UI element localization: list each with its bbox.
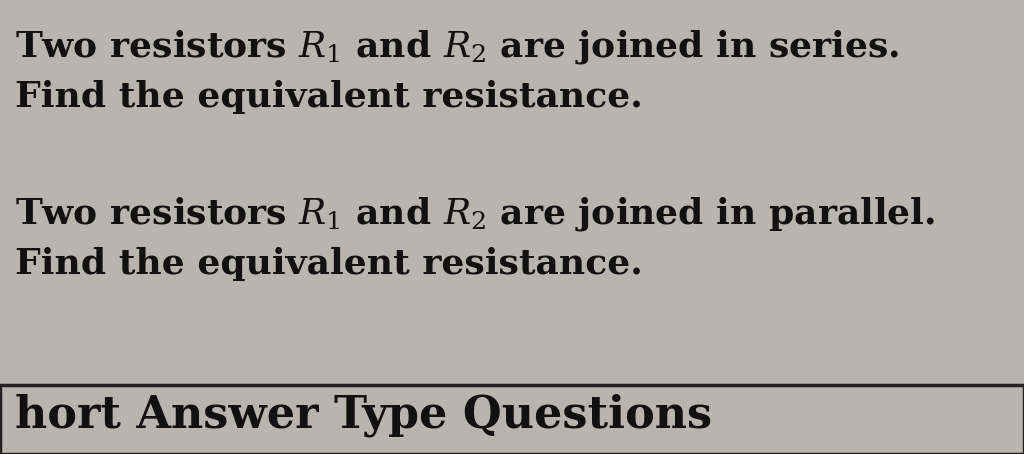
Text: hort Answer Type Questions: hort Answer Type Questions	[15, 394, 712, 437]
Text: Find the equivalent resistance.: Find the equivalent resistance.	[15, 247, 643, 281]
Text: Two resistors $R_1$ and $R_2$ are joined in parallel.: Two resistors $R_1$ and $R_2$ are joined…	[15, 195, 935, 233]
Text: Two resistors $R_1$ and $R_2$ are joined in series.: Two resistors $R_1$ and $R_2$ are joined…	[15, 28, 899, 66]
Bar	[0, 385, 1024, 454]
Text: Find the equivalent resistance.: Find the equivalent resistance.	[15, 80, 643, 114]
